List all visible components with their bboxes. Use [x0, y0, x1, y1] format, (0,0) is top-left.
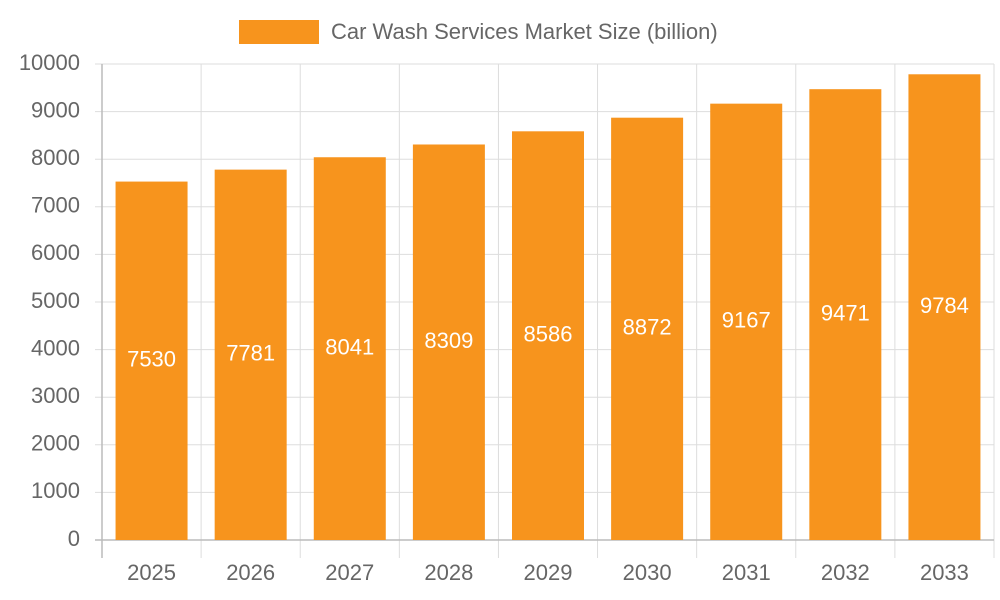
bar	[809, 89, 882, 541]
y-tick-label: 0	[68, 526, 80, 551]
data-label: 8872	[623, 315, 672, 340]
data-label: 7781	[226, 341, 275, 366]
x-tick-label: 2031	[722, 560, 771, 585]
bar	[214, 169, 287, 541]
y-tick-label: 5000	[31, 288, 80, 313]
bar	[313, 157, 386, 540]
bar	[512, 131, 584, 540]
y-tick-label: 7000	[31, 193, 80, 218]
data-label: 8309	[424, 328, 473, 353]
data-label: 9471	[821, 300, 870, 325]
data-label: 8041	[325, 334, 374, 359]
bar	[412, 144, 485, 541]
y-tick-label: 6000	[31, 240, 80, 265]
bar	[710, 103, 783, 540]
bar	[908, 74, 981, 540]
y-tick-label: 8000	[31, 145, 80, 170]
x-tick-label: 2033	[920, 560, 969, 585]
x-tick-label: 2028	[424, 560, 473, 585]
legend-label: Car Wash Services Market Size (billion)	[331, 19, 718, 44]
x-tick-label: 2025	[127, 560, 176, 585]
x-tick-label: 2026	[226, 560, 275, 585]
y-tick-label: 2000	[31, 431, 80, 456]
x-tick-label: 2032	[821, 560, 870, 585]
data-label: 9167	[722, 308, 771, 333]
y-tick-label: 10000	[19, 50, 80, 75]
y-tick-label: 3000	[31, 383, 80, 408]
data-label: 7530	[127, 347, 176, 372]
y-tick-label: 4000	[31, 335, 80, 360]
bar	[115, 181, 188, 540]
data-label: 9784	[920, 293, 969, 318]
x-tick-label: 2027	[325, 560, 374, 585]
bar	[611, 117, 684, 540]
y-tick-label: 9000	[31, 97, 80, 122]
legend-swatch	[239, 20, 319, 44]
y-tick-label: 1000	[31, 478, 80, 503]
x-tick-label: 2029	[524, 560, 573, 585]
x-tick-label: 2030	[623, 560, 672, 585]
data-label: 8586	[524, 321, 573, 346]
